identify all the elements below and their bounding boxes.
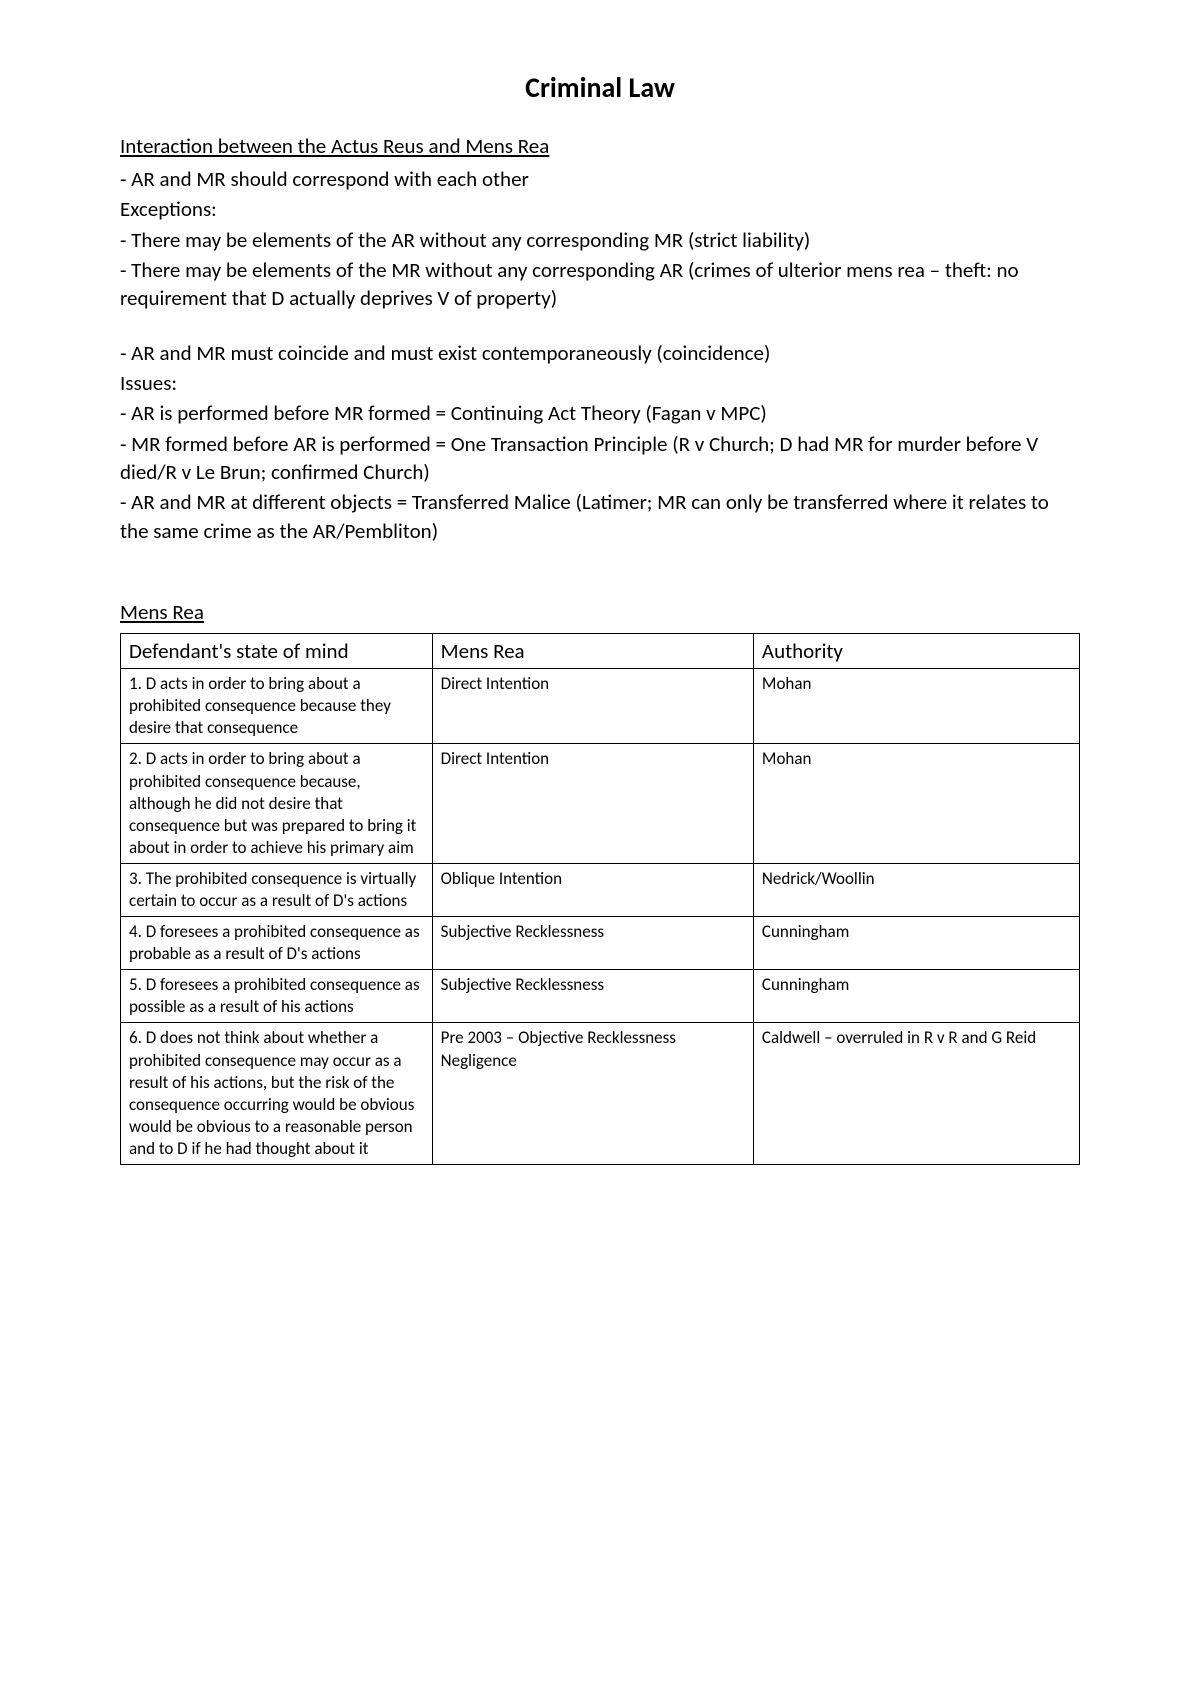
- body-line: - MR formed before AR is performed = One…: [120, 430, 1080, 487]
- table-cell: Cunningham: [753, 917, 1079, 970]
- table-row: 2. D acts in order to bring about a proh…: [121, 744, 1080, 863]
- table-cell: Pre 2003 – Objective Recklessness Neglig…: [432, 1023, 753, 1165]
- table-cell: 2. D acts in order to bring about a proh…: [121, 744, 433, 863]
- table-cell: Mohan: [753, 744, 1079, 863]
- table-header: Defendant's state of mind: [121, 634, 433, 669]
- table-row: 6. D does not think about whether a proh…: [121, 1023, 1080, 1165]
- body-line: - AR and MR must coincide and must exist…: [120, 339, 1080, 367]
- table-cell: Direct Intention: [432, 744, 753, 863]
- table-cell: Subjective Recklessness: [432, 970, 753, 1023]
- table-cell: Cunningham: [753, 970, 1079, 1023]
- table-cell: Nedrick/Woollin: [753, 863, 1079, 916]
- table-cell: 5. D foresees a prohibited consequence a…: [121, 970, 433, 1023]
- table-row: 1. D acts in order to bring about a proh…: [121, 669, 1080, 744]
- table-cell: 6. D does not think about whether a proh…: [121, 1023, 433, 1165]
- page-title: Criminal Law: [120, 70, 1080, 105]
- body-line: Issues:: [120, 369, 1080, 397]
- table-row: 3. The prohibited consequence is virtual…: [121, 863, 1080, 916]
- body-line: - AR and MR at different objects = Trans…: [120, 488, 1080, 545]
- table-header: Authority: [753, 634, 1079, 669]
- body-line: - There may be elements of the MR withou…: [120, 256, 1080, 313]
- section-heading-mensrea: Mens Rea: [120, 599, 1080, 625]
- table-cell: Mohan: [753, 669, 1079, 744]
- table-header: Mens Rea: [432, 634, 753, 669]
- body-line: - There may be elements of the AR withou…: [120, 226, 1080, 254]
- body-line: - AR is performed before MR formed = Con…: [120, 399, 1080, 427]
- table-cell: Subjective Recklessness: [432, 917, 753, 970]
- table-cell: 3. The prohibited consequence is virtual…: [121, 863, 433, 916]
- section-heading-interaction: Interaction between the Actus Reus and M…: [120, 133, 1080, 159]
- table-cell: Direct Intention: [432, 669, 753, 744]
- body-line: Exceptions:: [120, 195, 1080, 223]
- table-cell: Oblique Intention: [432, 863, 753, 916]
- table-cell: 1. D acts in order to bring about a proh…: [121, 669, 433, 744]
- table-row: 4. D foresees a prohibited consequence a…: [121, 917, 1080, 970]
- mens-rea-table: Defendant's state of mind Mens Rea Autho…: [120, 633, 1080, 1165]
- table-header-row: Defendant's state of mind Mens Rea Autho…: [121, 634, 1080, 669]
- table-row: 5. D foresees a prohibited consequence a…: [121, 970, 1080, 1023]
- table-cell: 4. D foresees a prohibited consequence a…: [121, 917, 433, 970]
- table-cell: Caldwell – overruled in R v R and G Reid: [753, 1023, 1079, 1165]
- body-line: - AR and MR should correspond with each …: [120, 165, 1080, 193]
